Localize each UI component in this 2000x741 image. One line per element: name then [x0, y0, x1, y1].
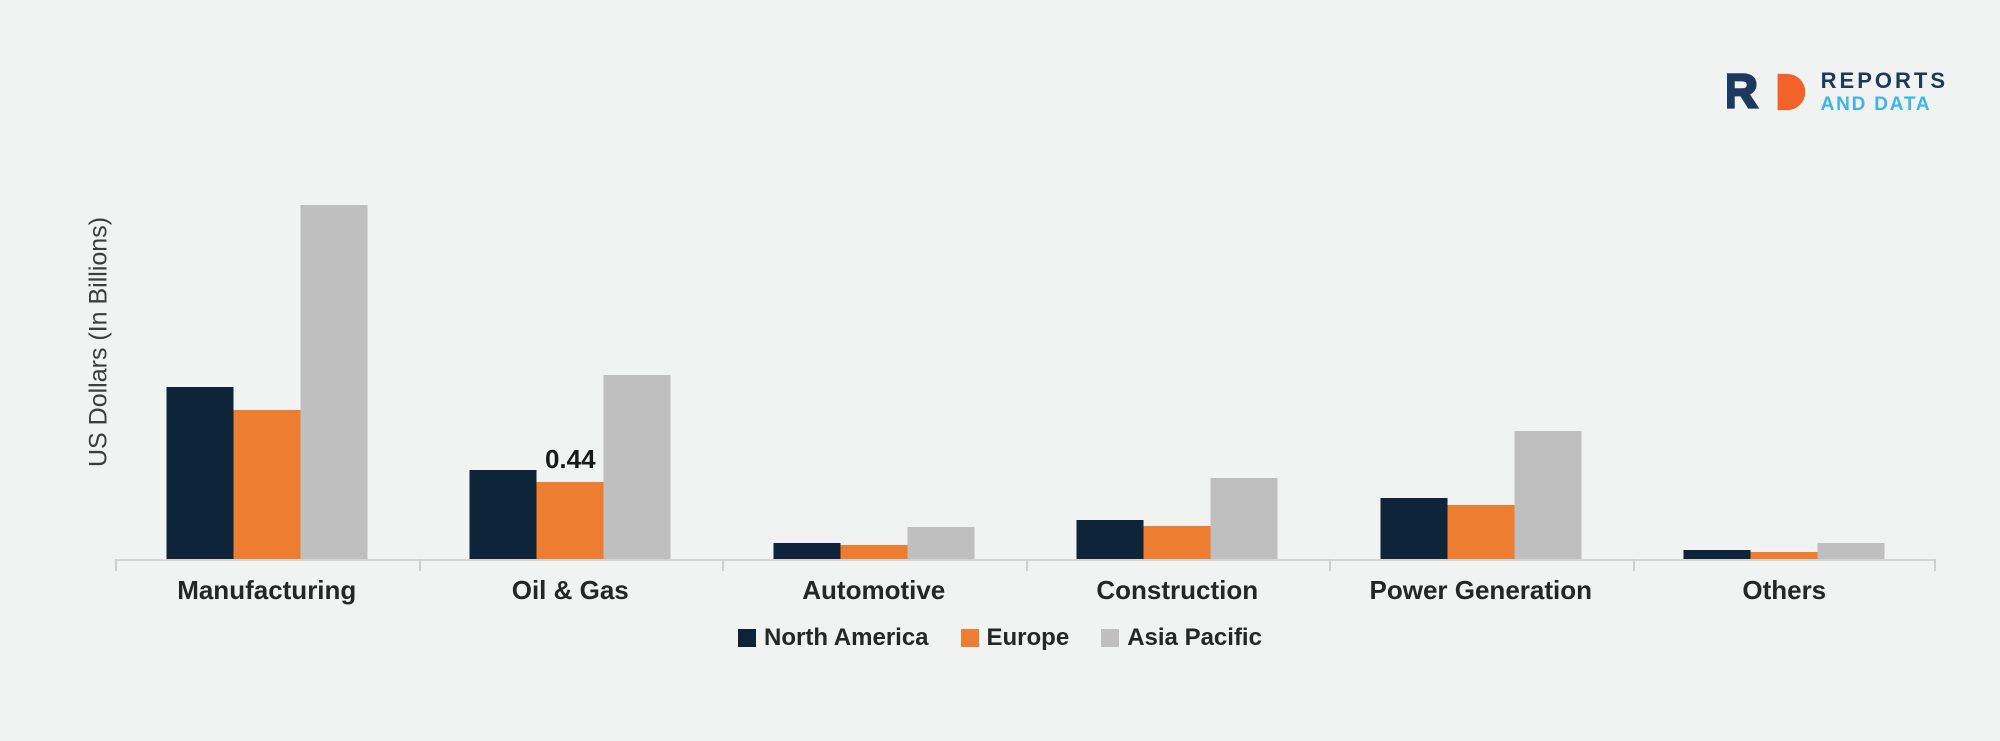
- bar-asia-pacific-power-generation: [1514, 431, 1582, 559]
- bar-asia-pacific-manufacturing: [300, 205, 368, 559]
- bar-north-america-automotive: [773, 543, 841, 559]
- bars-row: [166, 205, 368, 559]
- bar-europe-power-generation: [1447, 505, 1515, 559]
- logo-line2: AND DATA: [1820, 94, 1932, 115]
- bar-europe-construction: [1143, 526, 1211, 559]
- category-label-manufacturing: Manufacturing: [177, 575, 357, 605]
- axis-tick: [722, 559, 724, 571]
- axis-tick: [1329, 559, 1331, 571]
- category-label-power-generation: Power Generation: [1369, 575, 1593, 605]
- legend-label: Asia Pacific: [1127, 624, 1262, 651]
- legend-item-asia-pacific: Asia Pacific: [1101, 624, 1262, 652]
- bar-europe-automotive: [840, 545, 908, 559]
- bar-group-construction: Construction: [1026, 130, 1330, 605]
- legend-swatch: [738, 629, 757, 647]
- category-label-construction: Construction: [1096, 575, 1259, 605]
- category-label-oil-gas: Oil & Gas: [511, 575, 629, 605]
- bar-north-america-oil-gas: [469, 470, 537, 559]
- legend-swatch: [960, 629, 979, 647]
- bar-asia-pacific-construction: [1210, 478, 1278, 559]
- axis-tick: [418, 559, 421, 571]
- axis-tick: [1025, 559, 1028, 571]
- bar-north-america-others: [1683, 550, 1751, 559]
- axis-tick: [1632, 559, 1635, 571]
- legend-label: North America: [764, 624, 929, 651]
- bar-north-america-power-generation: [1380, 498, 1448, 559]
- axis-tick: [115, 559, 117, 571]
- logo-line1: REPORTS: [1820, 68, 1948, 93]
- bar-asia-pacific-oil-gas: [603, 375, 671, 559]
- bar-europe-others: [1750, 552, 1818, 559]
- plot-area: Manufacturing 0.44 Oil & Gas Automotive Cons…: [115, 130, 1937, 605]
- logo-monogram-icon: R: [1727, 72, 1805, 112]
- legend-item-north-america: North America: [738, 624, 929, 652]
- bars-row: [1683, 543, 1885, 559]
- bar-group-power-generation: Power Generation: [1329, 130, 1633, 605]
- bar-asia-pacific-automotive: [907, 527, 975, 559]
- legend-label: Europe: [986, 624, 1070, 651]
- logo-monogram-d-icon: [1777, 73, 1805, 111]
- bars-row: 0.44: [469, 375, 671, 559]
- logo-monogram-r: R: [1727, 72, 1758, 112]
- bars-row: [1076, 478, 1278, 559]
- bar-north-america-construction: [1076, 520, 1144, 559]
- bar-group-automotive: Automotive: [722, 130, 1026, 605]
- legend-item-europe: Europe: [960, 624, 1070, 652]
- bar-europe-manufacturing: [233, 410, 301, 559]
- category-label-automotive: Automotive: [802, 575, 946, 605]
- legend: North America Europe Asia Pacific: [0, 624, 2000, 652]
- bars-row: [773, 527, 975, 559]
- legend-swatch: [1101, 629, 1120, 647]
- bar-group-manufacturing: Manufacturing: [115, 130, 419, 605]
- y-axis-label: US Dollars (In Billions): [84, 216, 113, 468]
- bar-north-america-manufacturing: [166, 387, 234, 559]
- axis-tick: [1934, 559, 1936, 571]
- logo-text: REPORTS AND DATA: [1820, 68, 1948, 115]
- reports-and-data-logo: R REPORTS AND DATA: [1727, 68, 1948, 115]
- bar-asia-pacific-others: [1817, 543, 1885, 559]
- category-label-others: Others: [1742, 575, 1827, 605]
- bars-row: [1380, 431, 1582, 559]
- bar-group-oil-gas: 0.44 Oil & Gas: [419, 130, 723, 605]
- bar-europe-oil-gas: 0.44: [536, 444, 604, 559]
- bar-group-others: Others: [1633, 130, 1937, 605]
- data-label: 0.44: [544, 444, 596, 474]
